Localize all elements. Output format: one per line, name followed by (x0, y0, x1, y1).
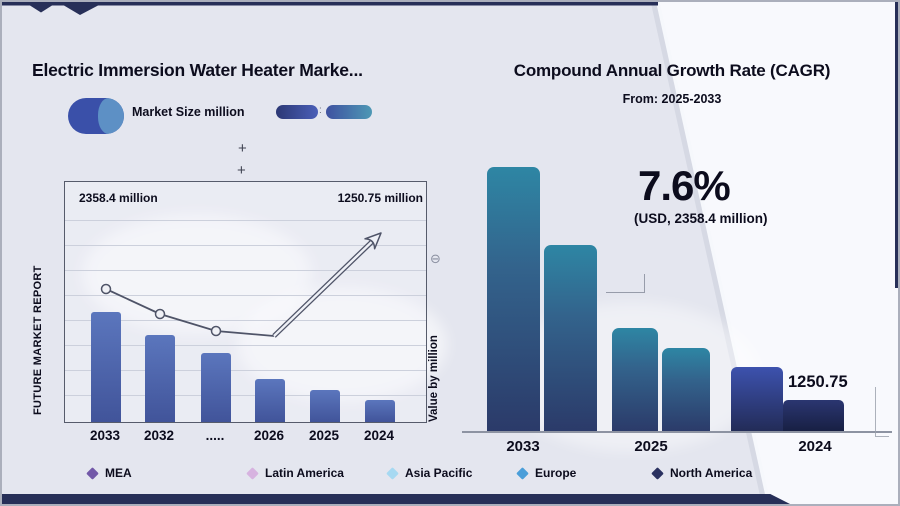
capsule-icon-highlight (98, 98, 124, 134)
gridline (65, 370, 426, 371)
gridline (65, 245, 426, 246)
legend-label: Asia Pacific (405, 466, 473, 480)
annotation-end-value: 1250.75 million (337, 191, 423, 205)
legend-diamond-icon (86, 466, 99, 480)
gridline (65, 395, 426, 396)
market-size-chart: 2358.4 million 1250.75 million (64, 181, 427, 423)
cagr-bar (544, 245, 597, 432)
market-bar (201, 353, 231, 422)
plus-mark-icon: + (238, 140, 247, 157)
corner-bracket (606, 274, 645, 293)
x-tick-label: 2033 (89, 428, 121, 443)
annotation-start-value: 2358.4 million (79, 191, 158, 205)
legend-diamond-icon (386, 466, 399, 480)
cagr-x-tick-label: 2033 (506, 438, 540, 455)
legend-label: North America (670, 466, 753, 480)
market-bar (145, 335, 175, 422)
right-edge-strip (895, 2, 898, 288)
cagr-subtitle: From: 2025-2033 (622, 92, 722, 106)
x-tick-label: 2026 (253, 428, 285, 443)
legend-item-europe: Europe (516, 466, 577, 480)
cagr-bar (612, 328, 658, 432)
gridline (65, 270, 426, 271)
x-axis-labels: 2033 2032..... 2026 2025 2024 (64, 428, 427, 446)
cagr-percentage: 7.6% (638, 162, 731, 209)
plus-mark-icon: + (237, 162, 246, 179)
gridline (65, 295, 426, 296)
market-size-label: Market Size million (132, 105, 245, 119)
region-legend: MEA Latin America Asia Pacific Europe North … (2, 466, 898, 488)
pill-separator: : (319, 105, 322, 116)
capsule-icon (68, 98, 124, 134)
cagr-bar (783, 400, 844, 432)
x-tick-label: ..... (205, 428, 225, 443)
cagr-bar (731, 367, 783, 432)
value-callout-2024: 1250.75 (788, 373, 848, 391)
cagr-basis: (USD, 2358.4 million) (634, 211, 768, 226)
left-chart-title: Electric Immersion Water Heater Marke... (32, 60, 363, 80)
legend-item-latin-america: Latin America (246, 466, 344, 480)
market-bar (91, 312, 121, 422)
pill-indicator-dark (276, 105, 318, 119)
legend-label: MEA (105, 466, 132, 480)
corner-bracket (875, 387, 889, 437)
gridline (65, 345, 426, 346)
market-bar (255, 379, 285, 422)
legend-diamond-icon (246, 466, 259, 480)
legend-item-asia-pacific: Asia Pacific (386, 466, 473, 480)
x-tick-label: 2032 (143, 428, 175, 443)
legend-item-north-america: North America (651, 466, 753, 480)
top-zigzag-strip (2, 2, 658, 15)
legend-diamond-icon (516, 466, 529, 480)
legend-label: Europe (535, 466, 577, 480)
gridline (65, 220, 426, 221)
bottom-edge-strip (2, 494, 790, 504)
cagr-bar (487, 167, 540, 432)
market-bar (365, 400, 395, 422)
cagr-bar (662, 348, 710, 432)
x-tick-label: 2025 (308, 428, 340, 443)
watermark-vertical: FUTURE MARKET REPORT (32, 265, 44, 415)
cagr-x-tick-label: 2025 (634, 438, 668, 455)
x-tick-label: 2024 (363, 428, 395, 443)
x-axis-baseline (462, 431, 892, 433)
legend-diamond-icon (651, 466, 664, 480)
market-bar (310, 390, 340, 422)
cagr-x-tick-label: 2024 (798, 438, 832, 455)
minus-circle-icon: ⊖ (430, 251, 441, 266)
cagr-title: Compound Annual Growth Rate (CAGR) (513, 61, 831, 80)
y-axis-label: Value by million (428, 335, 440, 422)
legend-label: Latin America (265, 466, 344, 480)
pill-indicator-teal (326, 105, 372, 119)
legend-item-mea: MEA (86, 466, 132, 480)
